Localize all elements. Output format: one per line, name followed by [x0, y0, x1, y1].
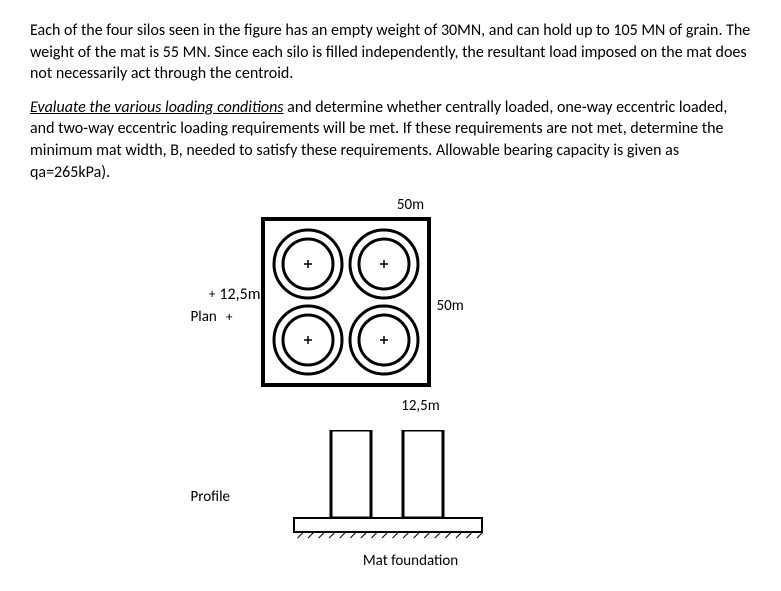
- problem-paragraph-2: Evaluate the various loading conditions …: [30, 97, 751, 183]
- emphasis-lead: Evaluate the various loading conditions: [30, 98, 284, 117]
- plan-label: Plan: [191, 308, 217, 326]
- mat-foundation-label: Mat foundation: [191, 551, 591, 571]
- dimension-offset-bottom: 12,5m: [401, 397, 440, 415]
- tick-mark-2: +: [220, 310, 232, 325]
- profile-label: Profile: [191, 469, 261, 507]
- problem-paragraph-1: Each of the four silos seen in the figur…: [30, 20, 751, 85]
- profile-view-diagram: [261, 430, 483, 547]
- dimension-right: 50m: [437, 221, 464, 391]
- plan-view-diagram: [261, 217, 431, 394]
- dimension-offset-top: 12,5m: [219, 284, 260, 306]
- tick-mark: +: [209, 286, 215, 304]
- figure-container: 50m + 12,5m Plan + 50m 12,5m Profile: [30, 195, 751, 571]
- dimension-top: 50m: [191, 195, 591, 215]
